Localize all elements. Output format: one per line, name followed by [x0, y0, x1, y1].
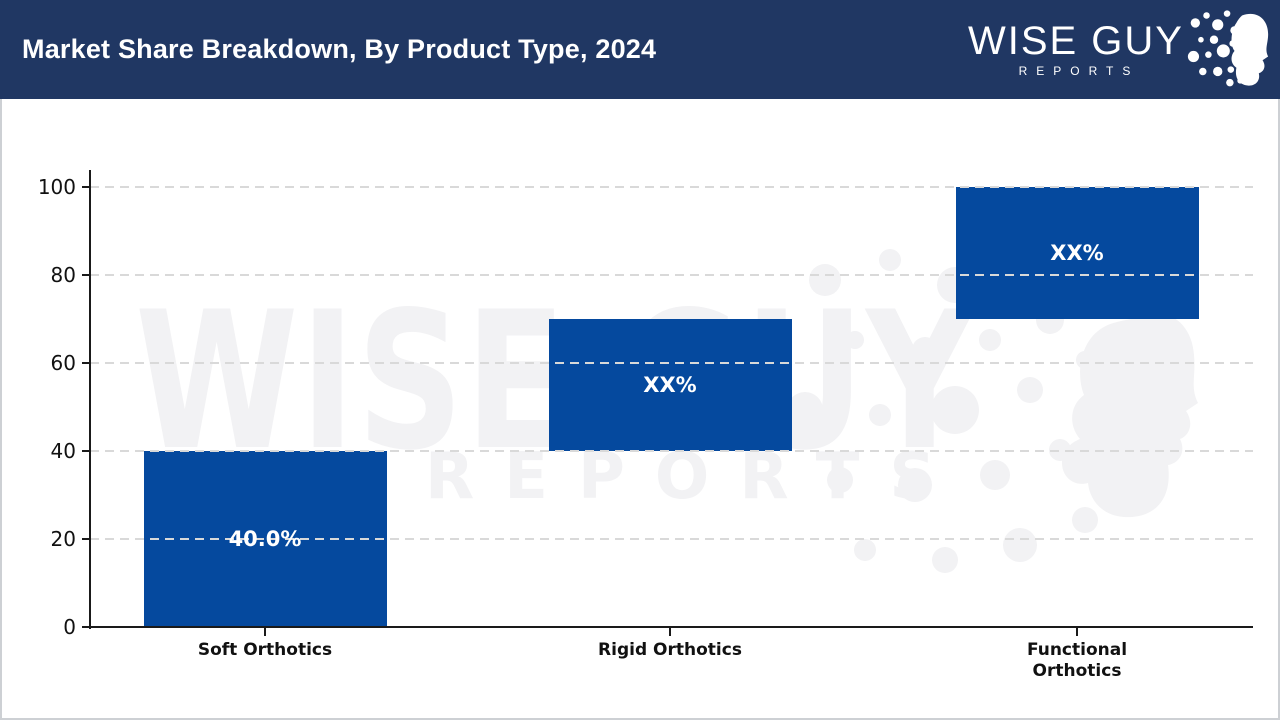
gridline	[90, 450, 1253, 452]
y-tick-label: 20	[50, 527, 76, 551]
gridline	[90, 274, 1253, 276]
y-tick-mark	[82, 362, 90, 364]
y-tick-mark	[82, 626, 90, 628]
y-tick-mark	[82, 538, 90, 540]
category-label: Functional Orthotics	[1026, 640, 1128, 681]
logo-text: WISE GUY REPORTS	[968, 21, 1184, 78]
logo-subtitle: REPORTS	[1018, 64, 1140, 78]
gridline	[90, 186, 1253, 188]
page-title: Market Share Breakdown, By Product Type,…	[22, 34, 657, 64]
x-tick-mark	[1076, 628, 1078, 636]
logo-wordmark: WISE GUY	[967, 19, 1184, 63]
bar-value-label: XX%	[1050, 241, 1104, 265]
x-axis-line	[89, 626, 1253, 628]
y-tick-label: 0	[63, 615, 76, 639]
y-tick-mark	[82, 450, 90, 452]
y-tick-label: 60	[50, 351, 76, 375]
bar-value-label: 40.0%	[228, 527, 302, 551]
category-label: Soft Orthotics	[197, 640, 333, 660]
brand-logo: WISE GUY REPORTS	[968, 7, 1270, 93]
category-label: Rigid Orthotics	[598, 640, 742, 660]
y-tick-label: 100	[37, 175, 76, 199]
dotted-head-icon	[1187, 9, 1269, 86]
y-tick-mark	[82, 274, 90, 276]
x-tick-mark	[264, 628, 266, 636]
y-tick-label: 80	[50, 263, 76, 287]
y-tick-label: 40	[50, 439, 76, 463]
gridline	[90, 362, 1253, 364]
y-axis-line	[89, 170, 91, 629]
x-tick-mark	[669, 628, 671, 636]
y-tick-mark	[82, 186, 90, 188]
gridline	[90, 538, 1253, 540]
bar-value-label: XX%	[643, 373, 697, 397]
waterfall-bar	[955, 187, 1199, 319]
header: Market Share Breakdown, By Product Type,…	[0, 0, 1280, 99]
waterfall-bar	[548, 319, 792, 451]
